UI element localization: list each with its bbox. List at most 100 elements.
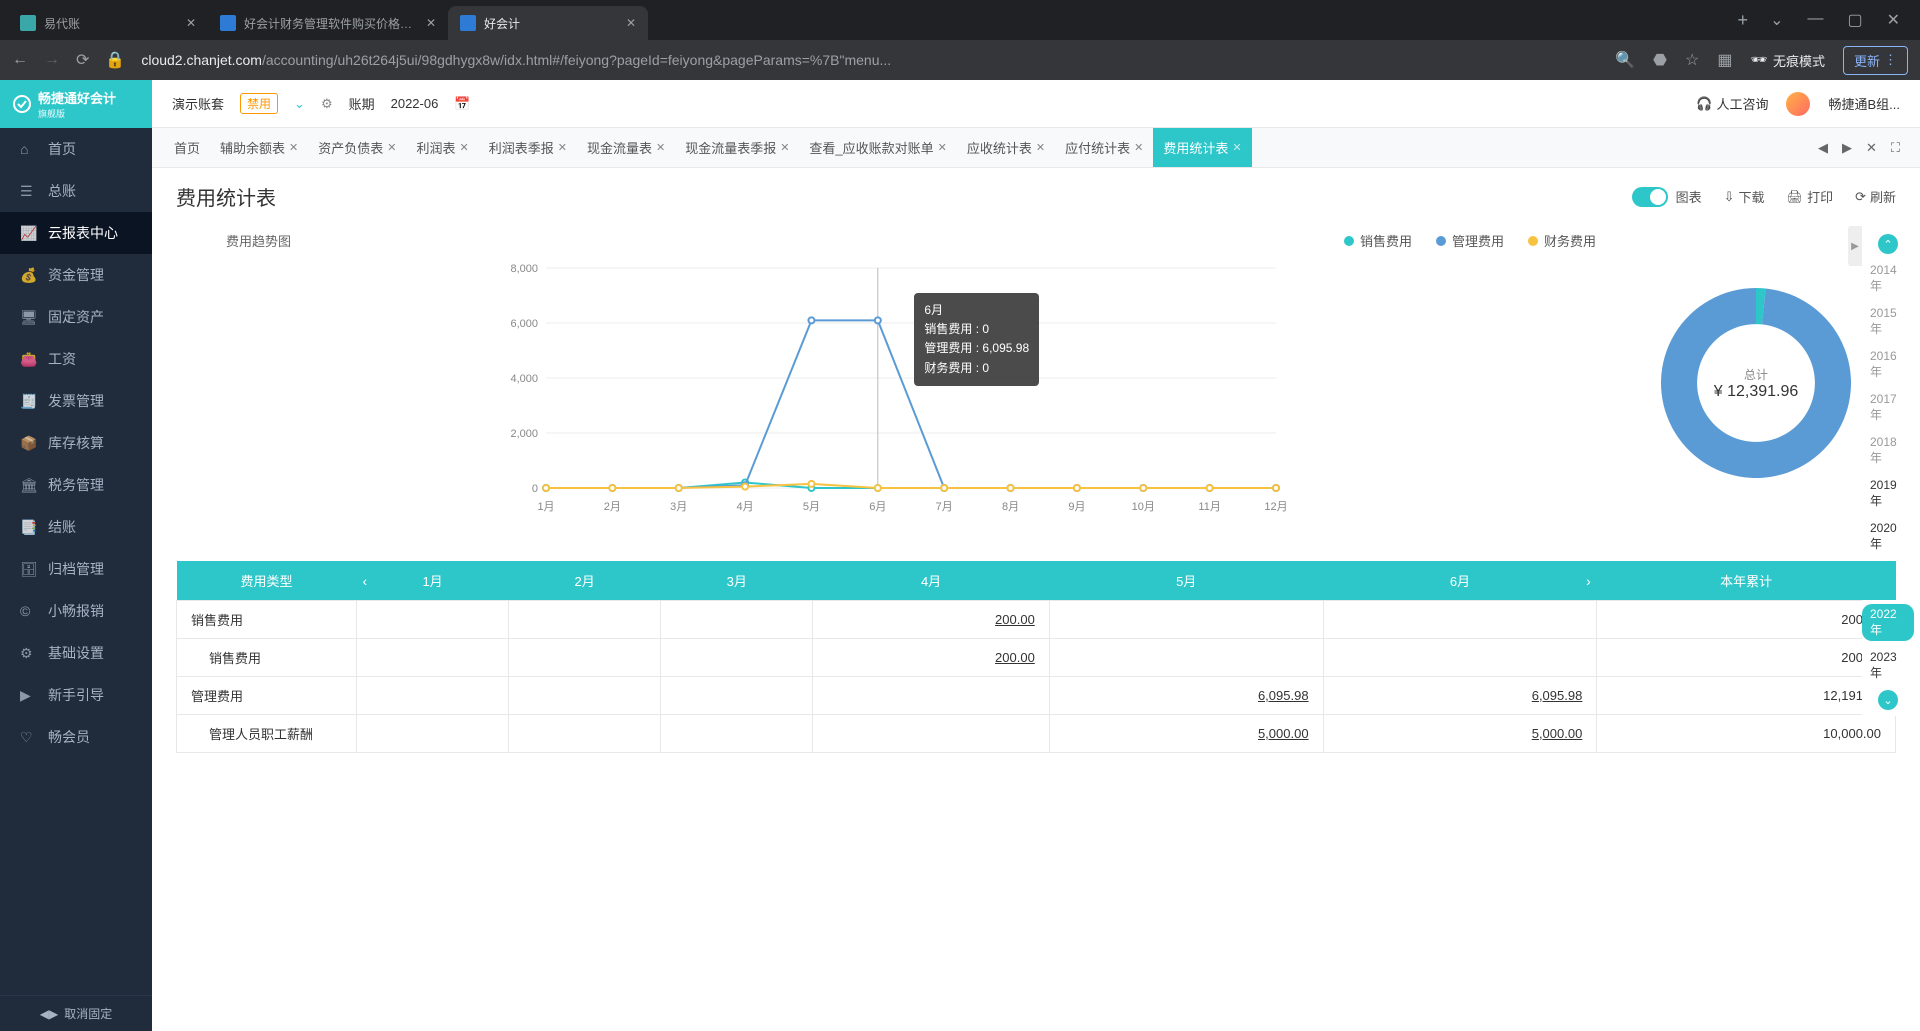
year-option[interactable]: 2016年 <box>1862 346 1914 383</box>
puzzle-icon[interactable]: ▦ <box>1717 50 1732 70</box>
year-option[interactable]: 2015年 <box>1862 303 1914 340</box>
zoom-icon[interactable]: 🔍 <box>1615 50 1635 70</box>
browser-tab[interactable]: 易代账✕ <box>8 6 208 40</box>
new-tab-button[interactable]: + <box>1728 10 1759 31</box>
maximize-icon[interactable]: ▢ <box>1847 10 1862 30</box>
tabs-prev-icon[interactable]: ◀ <box>1818 140 1828 156</box>
username[interactable]: 畅捷通B组... <box>1828 94 1900 113</box>
print-button[interactable]: 🖨打印 <box>1787 187 1834 206</box>
tabs-next-icon[interactable]: ▶ <box>1842 140 1852 156</box>
account-name[interactable]: 演示账套 <box>172 94 224 113</box>
calendar-icon[interactable]: 📅 <box>454 96 470 112</box>
close-icon[interactable]: ✕ <box>460 141 469 154</box>
close-icon[interactable]: ✕ <box>426 16 436 30</box>
page-tab[interactable]: 利润表✕ <box>406 128 478 167</box>
svg-text:6月: 6月 <box>869 501 886 513</box>
close-icon[interactable]: ✕ <box>1232 141 1241 154</box>
close-window-icon[interactable]: ✕ <box>1887 10 1900 30</box>
legend-item[interactable]: 销售费用 <box>1344 231 1412 250</box>
close-icon[interactable]: ✕ <box>387 141 396 154</box>
home-icon: ⌂ <box>20 141 36 157</box>
page-tab[interactable]: 利润表季报✕ <box>479 128 577 167</box>
gear-icon[interactable]: ⚙ <box>321 96 333 112</box>
sidebar-item-fund[interactable]: 💰资金管理 <box>0 254 152 296</box>
table-cell[interactable]: 6,095.98 <box>1323 677 1597 715</box>
sidebar-item-chart[interactable]: 📈云报表中心 <box>0 212 152 254</box>
page-tab[interactable]: 费用统计表✕ <box>1153 128 1251 167</box>
dropdown-icon[interactable]: ⌄ <box>294 96 305 112</box>
sidebar-unpin-button[interactable]: ◀▶ 取消固定 <box>0 995 152 1031</box>
page-tab[interactable]: 资产负债表✕ <box>308 128 406 167</box>
table-cell[interactable]: 5,000.00 <box>1049 715 1323 753</box>
year-option[interactable]: 2017年 <box>1862 389 1914 426</box>
page-tab[interactable]: 首页 <box>164 128 210 167</box>
legend-item[interactable]: 管理费用 <box>1436 231 1504 250</box>
extension-icon[interactable]: ⬣ <box>1653 50 1667 70</box>
browser-tab[interactable]: 好会计✕ <box>448 6 648 40</box>
sidebar-item-invoice[interactable]: 🧾发票管理 <box>0 380 152 422</box>
sidebar-item-settings[interactable]: ⚙基础设置 <box>0 632 152 674</box>
sidebar-item-ledger[interactable]: ☰总账 <box>0 170 152 212</box>
sidebar-item-salary[interactable]: 👛工资 <box>0 338 152 380</box>
close-icon[interactable]: ✕ <box>780 141 789 154</box>
sidebar-item-asset[interactable]: 🖥固定资产 <box>0 296 152 338</box>
tabs-expand-icon[interactable]: ⛶ <box>1891 140 1900 156</box>
close-icon[interactable]: ✕ <box>938 141 947 154</box>
back-icon[interactable]: ← <box>12 51 28 69</box>
sidebar-item-archive[interactable]: 🗄归档管理 <box>0 548 152 590</box>
next-month-icon[interactable]: › <box>1586 573 1591 589</box>
page-tab[interactable]: 应收统计表✕ <box>957 128 1055 167</box>
download-button[interactable]: ⇩下载 <box>1724 187 1765 206</box>
sidebar-item-close[interactable]: 📑结账 <box>0 506 152 548</box>
forward-icon[interactable]: → <box>44 51 60 69</box>
close-icon[interactable]: ✕ <box>1134 141 1143 154</box>
table-cell[interactable]: 200.00 <box>813 639 1049 677</box>
minimize-icon[interactable]: — <box>1807 10 1823 30</box>
support-button[interactable]: 🎧 人工咨询 <box>1696 94 1768 113</box>
brand-logo[interactable]: 畅捷通好会计 旗舰版 <box>0 80 152 128</box>
close-icon[interactable]: ✕ <box>558 141 567 154</box>
page-tab[interactable]: 现金流量表✕ <box>577 128 675 167</box>
page-tab[interactable]: 查看_应收账款对账单✕ <box>799 128 956 167</box>
year-up-icon[interactable]: ⌃ <box>1878 234 1898 254</box>
period-value[interactable]: 2022-06 <box>391 96 439 111</box>
table-cell[interactable]: 200.00 <box>813 601 1049 639</box>
browser-tab[interactable]: 好会计财务管理软件购买价格及…✕ <box>208 6 448 40</box>
sidebar-item-stock[interactable]: 📦库存核算 <box>0 422 152 464</box>
close-icon[interactable]: ✕ <box>186 16 196 30</box>
sidebar-item-report[interactable]: ©小畅报销 <box>0 590 152 632</box>
update-button[interactable]: 更新⋮ <box>1843 46 1908 75</box>
url-display[interactable]: cloud2.chanjet.com/accounting/uh26t264j5… <box>141 52 1599 68</box>
page-tab[interactable]: 应付统计表✕ <box>1055 128 1153 167</box>
close-icon[interactable]: ✕ <box>289 141 298 154</box>
year-down-icon[interactable]: ⌄ <box>1878 690 1898 710</box>
year-option[interactable]: 2019年 <box>1862 475 1914 512</box>
star-icon[interactable]: ☆ <box>1685 50 1699 70</box>
page-tab[interactable]: 现金流量表季报✕ <box>675 128 799 167</box>
year-option[interactable]: 2023年 <box>1862 647 1914 684</box>
close-icon[interactable]: ✕ <box>626 16 636 30</box>
close-icon[interactable]: ✕ <box>656 141 665 154</box>
avatar[interactable] <box>1786 92 1810 116</box>
year-option[interactable]: 2022年 <box>1862 604 1914 641</box>
table-cell[interactable]: 6,095.98 <box>1049 677 1323 715</box>
table-cell[interactable]: 5,000.00 <box>1323 715 1597 753</box>
drawer-handle[interactable]: ▶ <box>1848 226 1862 266</box>
sidebar-item-vip[interactable]: ♡畅会员 <box>0 716 152 758</box>
reload-icon[interactable]: ⟳ <box>76 50 89 70</box>
chart-toggle[interactable] <box>1632 187 1668 207</box>
year-option[interactable]: 2020年 <box>1862 518 1914 555</box>
tabs-close-icon[interactable]: ✕ <box>1866 140 1877 156</box>
refresh-button[interactable]: ⟳刷新 <box>1855 187 1896 206</box>
prev-month-icon[interactable]: ‹ <box>363 573 368 589</box>
legend-item[interactable]: 财务费用 <box>1528 231 1596 250</box>
sidebar-item-guide[interactable]: ▶新手引导 <box>0 674 152 716</box>
year-option[interactable]: 2018年 <box>1862 432 1914 469</box>
close-icon[interactable]: ✕ <box>1036 141 1045 154</box>
chevron-down-icon[interactable]: ⌄ <box>1770 10 1783 30</box>
sidebar-item-tax[interactable]: 🏛税务管理 <box>0 464 152 506</box>
year-option[interactable]: 2014年 <box>1862 260 1914 297</box>
page-tab[interactable]: 辅助余额表✕ <box>210 128 308 167</box>
window-controls: ⌄ — ▢ ✕ <box>1758 10 1912 30</box>
sidebar-item-home[interactable]: ⌂首页 <box>0 128 152 170</box>
